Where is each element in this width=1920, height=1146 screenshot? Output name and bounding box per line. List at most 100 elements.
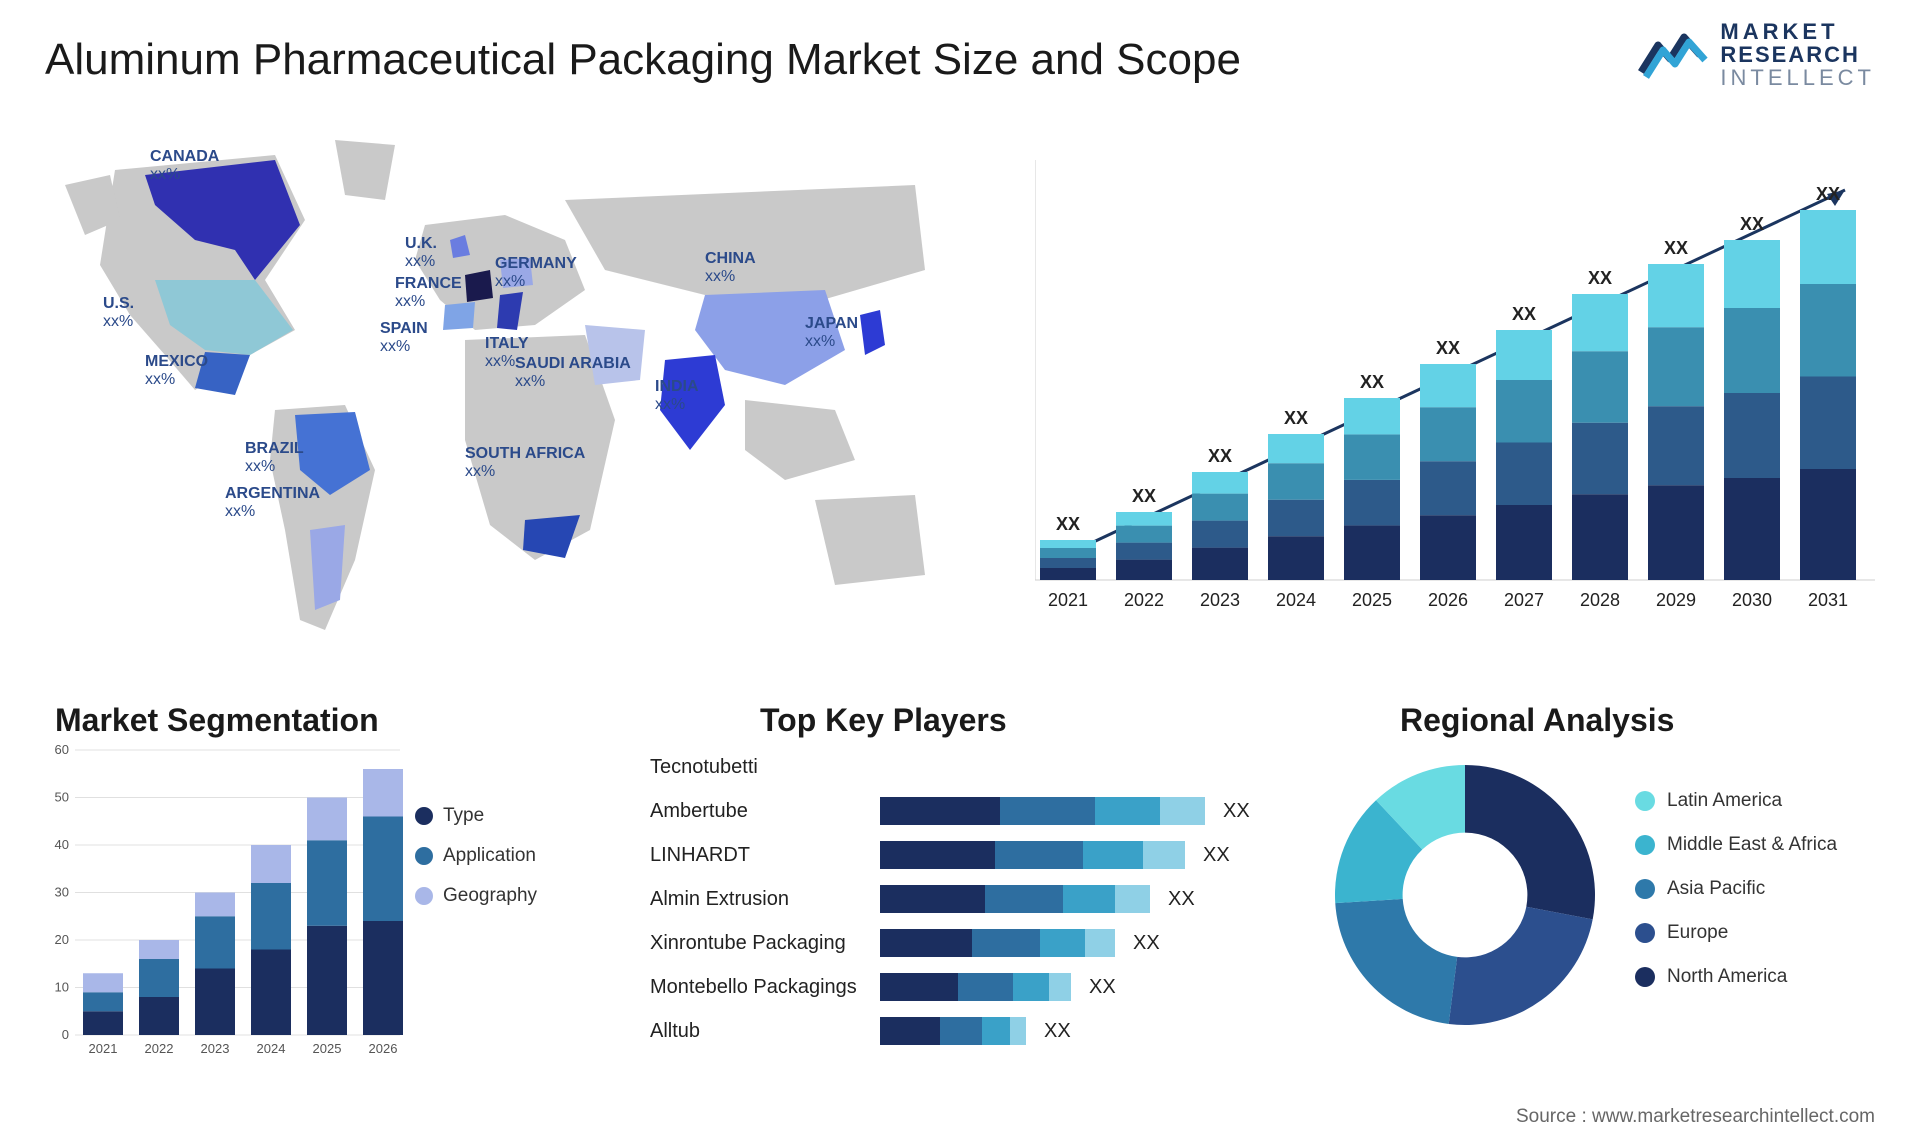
svg-text:2031: 2031 <box>1808 590 1848 610</box>
key-players-section: TecnotubettiAmbertubeXXLINHARDTXXAlmin E… <box>650 745 1290 1105</box>
map-label-spain: SPAINxx% <box>380 320 428 357</box>
svg-text:30: 30 <box>55 885 69 900</box>
map-label-saudiarabia: SAUDI ARABIAxx% <box>515 355 631 392</box>
svg-text:40: 40 <box>55 837 69 852</box>
map-label-india: INDIAxx% <box>655 378 699 415</box>
svg-text:20: 20 <box>55 932 69 947</box>
map-label-argentina: ARGENTINAxx% <box>225 485 320 522</box>
seg-legend-item: Type <box>415 805 537 827</box>
key-player-value: XX <box>1044 1020 1071 1043</box>
svg-text:0: 0 <box>62 1027 69 1042</box>
svg-text:2025: 2025 <box>313 1041 342 1056</box>
key-player-row: Almin Extrusion XX <box>650 877 1290 921</box>
svg-text:XX: XX <box>1360 372 1384 392</box>
svg-text:2023: 2023 <box>1200 590 1240 610</box>
svg-text:2021: 2021 <box>89 1041 118 1056</box>
world-map: CANADAxx% U.S.xx% MEXICOxx% BRAZILxx% ARGENT… <box>45 130 945 650</box>
map-label-mexico: MEXICOxx% <box>145 353 208 390</box>
svg-text:60: 60 <box>55 745 69 757</box>
map-label-japan: JAPANxx% <box>805 315 858 352</box>
svg-text:2022: 2022 <box>145 1041 174 1056</box>
regional-section: Latin America Middle East & Africa Asia Pa… <box>1315 745 1875 1105</box>
key-player-bar <box>880 885 1150 913</box>
map-label-us: U.S.xx% <box>103 295 134 332</box>
key-player-label: Almin Extrusion <box>650 888 880 911</box>
svg-text:10: 10 <box>55 980 69 995</box>
svg-text:2024: 2024 <box>257 1041 286 1056</box>
map-label-southafrica: SOUTH AFRICAxx% <box>465 445 585 482</box>
svg-text:XX: XX <box>1436 338 1460 358</box>
key-player-bar <box>880 929 1115 957</box>
regional-legend-item: Asia Pacific <box>1635 878 1837 900</box>
svg-text:2026: 2026 <box>369 1041 398 1056</box>
map-label-uk: U.K.xx% <box>405 235 437 272</box>
logo-text-3: INTELLECT <box>1720 66 1875 89</box>
key-player-bar <box>880 973 1071 1001</box>
map-label-brazil: BRAZILxx% <box>245 440 304 477</box>
logo-text-1: MARKET <box>1720 20 1875 43</box>
svg-text:XX: XX <box>1740 214 1764 234</box>
key-player-row: Xinrontube Packaging XX <box>650 921 1290 965</box>
regional-legend-item: Middle East & Africa <box>1635 834 1837 856</box>
key-players-heading: Top Key Players <box>760 702 1007 739</box>
key-player-row: Tecnotubetti <box>650 745 1290 789</box>
regional-legend-item: Europe <box>1635 922 1837 944</box>
segmentation-section: 0 10 20 30 40 50 60 2021 2022 2023 2024 2025 2026 Ty… <box>45 745 545 1105</box>
svg-text:XX: XX <box>1664 238 1688 258</box>
logo-mark-icon <box>1638 27 1708 82</box>
svg-text:XX: XX <box>1208 446 1232 466</box>
regional-heading: Regional Analysis <box>1400 702 1674 739</box>
key-player-row: Montebello Packagings XX <box>650 965 1290 1009</box>
svg-text:2025: 2025 <box>1352 590 1392 610</box>
key-player-label: Tecnotubetti <box>650 756 880 779</box>
svg-text:2029: 2029 <box>1656 590 1696 610</box>
regional-legend-item: Latin America <box>1635 790 1837 812</box>
regional-legend: Latin America Middle East & Africa Asia Pa… <box>1635 790 1837 988</box>
key-player-label: Montebello Packagings <box>650 976 880 999</box>
key-player-label: LINHARDT <box>650 844 880 867</box>
market-size-bar-chart: XX 2021 XX 2022 XX 2023 XX 2024 XX 2025 XX 2026 XX 20… <box>1035 160 1875 640</box>
map-label-france: FRANCExx% <box>395 275 462 312</box>
svg-text:XX: XX <box>1512 304 1536 324</box>
segmentation-heading: Market Segmentation <box>55 702 379 739</box>
svg-text:XX: XX <box>1816 184 1840 204</box>
key-player-bar <box>880 841 1185 869</box>
key-player-value: XX <box>1223 800 1250 823</box>
map-label-canada: CANADAxx% <box>150 148 219 185</box>
svg-text:2024: 2024 <box>1276 590 1316 610</box>
page-title: Aluminum Pharmaceutical Packaging Market… <box>45 35 1241 85</box>
seg-legend-item: Application <box>415 845 537 867</box>
svg-text:XX: XX <box>1132 486 1156 506</box>
svg-text:2021: 2021 <box>1048 590 1088 610</box>
key-player-value: XX <box>1089 976 1116 999</box>
key-player-row: Alltub XX <box>650 1009 1290 1053</box>
source-text: Source : www.marketresearchintellect.com <box>1516 1106 1875 1128</box>
svg-text:50: 50 <box>55 790 69 805</box>
svg-text:XX: XX <box>1056 514 1080 534</box>
svg-text:XX: XX <box>1588 268 1612 288</box>
regional-legend-item: North America <box>1635 966 1837 988</box>
key-player-label: Xinrontube Packaging <box>650 932 880 955</box>
key-player-value: XX <box>1203 844 1230 867</box>
svg-text:2022: 2022 <box>1124 590 1164 610</box>
map-label-germany: GERMANYxx% <box>495 255 577 292</box>
svg-text:2030: 2030 <box>1732 590 1772 610</box>
key-player-bar <box>880 797 1205 825</box>
key-player-bar <box>880 1017 1026 1045</box>
svg-text:2027: 2027 <box>1504 590 1544 610</box>
key-player-value: XX <box>1168 888 1195 911</box>
key-player-value: XX <box>1133 932 1160 955</box>
logo-text-2: RESEARCH <box>1720 43 1875 66</box>
brand-logo: MARKET RESEARCH INTELLECT <box>1638 20 1875 89</box>
map-label-china: CHINAxx% <box>705 250 756 287</box>
seg-legend-item: Geography <box>415 885 537 907</box>
svg-text:XX: XX <box>1284 408 1308 428</box>
svg-text:2023: 2023 <box>201 1041 230 1056</box>
segmentation-legend: Type Application Geography <box>415 805 537 907</box>
key-player-row: LINHARDT XX <box>650 833 1290 877</box>
key-player-label: Alltub <box>650 1020 880 1043</box>
svg-text:2028: 2028 <box>1580 590 1620 610</box>
key-player-row: Ambertube XX <box>650 789 1290 833</box>
svg-text:2026: 2026 <box>1428 590 1468 610</box>
key-player-label: Ambertube <box>650 800 880 823</box>
